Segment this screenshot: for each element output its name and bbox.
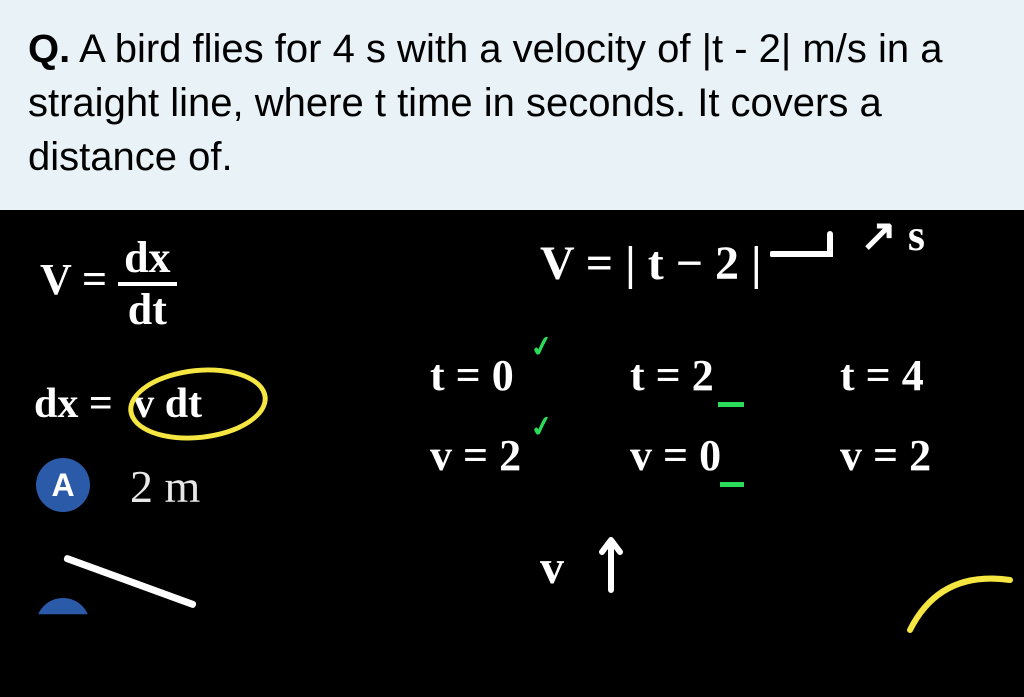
question-label: Q. [28,27,70,71]
underline-t2 [718,402,744,407]
option-text: 2 m [130,460,200,513]
fraction-num: dx [118,236,176,286]
hw-v-expr: V = | t − 2 | [540,236,762,291]
hw-v2b: v = 2 [840,430,931,481]
hw-v-label: V = [40,255,107,304]
question-box: Q. A bird flies for 4 s with a velocity … [0,0,1024,210]
hw-v-eq-dxdt: V = dx dt [40,236,177,332]
option-letter: A [51,467,74,504]
hw-t4: t = 4 [840,350,924,401]
fraction-den: dt [118,286,176,332]
hw-v-axis: v [540,540,564,595]
option-badge: A [36,458,90,512]
underline-v0 [720,482,744,487]
hw-v0: v = 0 [630,430,721,481]
abs-top-bar [770,230,840,260]
hw-t2: t = 2 [630,350,714,401]
stroke-diagonal [63,554,197,608]
question-text: Q. A bird flies for 4 s with a velocity … [28,22,996,184]
question-body: A bird flies for 4 s with a velocity of … [28,27,942,179]
hw-arrow-s: ↗ s [860,210,925,261]
highlight-circle-vdt [125,361,272,447]
partial-highlight-circle [900,550,1020,650]
work-area: V = dx dt dx = v dt A 2 m V = | t − 2 | … [0,210,1024,640]
hw-dx-label: dx = [34,381,113,427]
tick-v2: ✓ [527,408,556,445]
hw-t0: t = 0 [430,350,514,401]
fraction-dx-dt: dx dt [118,236,176,332]
partial-badge [36,598,90,652]
arrow-up-icon [596,530,626,600]
hw-v2: v = 2 [430,430,521,481]
tick-t0: ✓ [527,328,556,365]
